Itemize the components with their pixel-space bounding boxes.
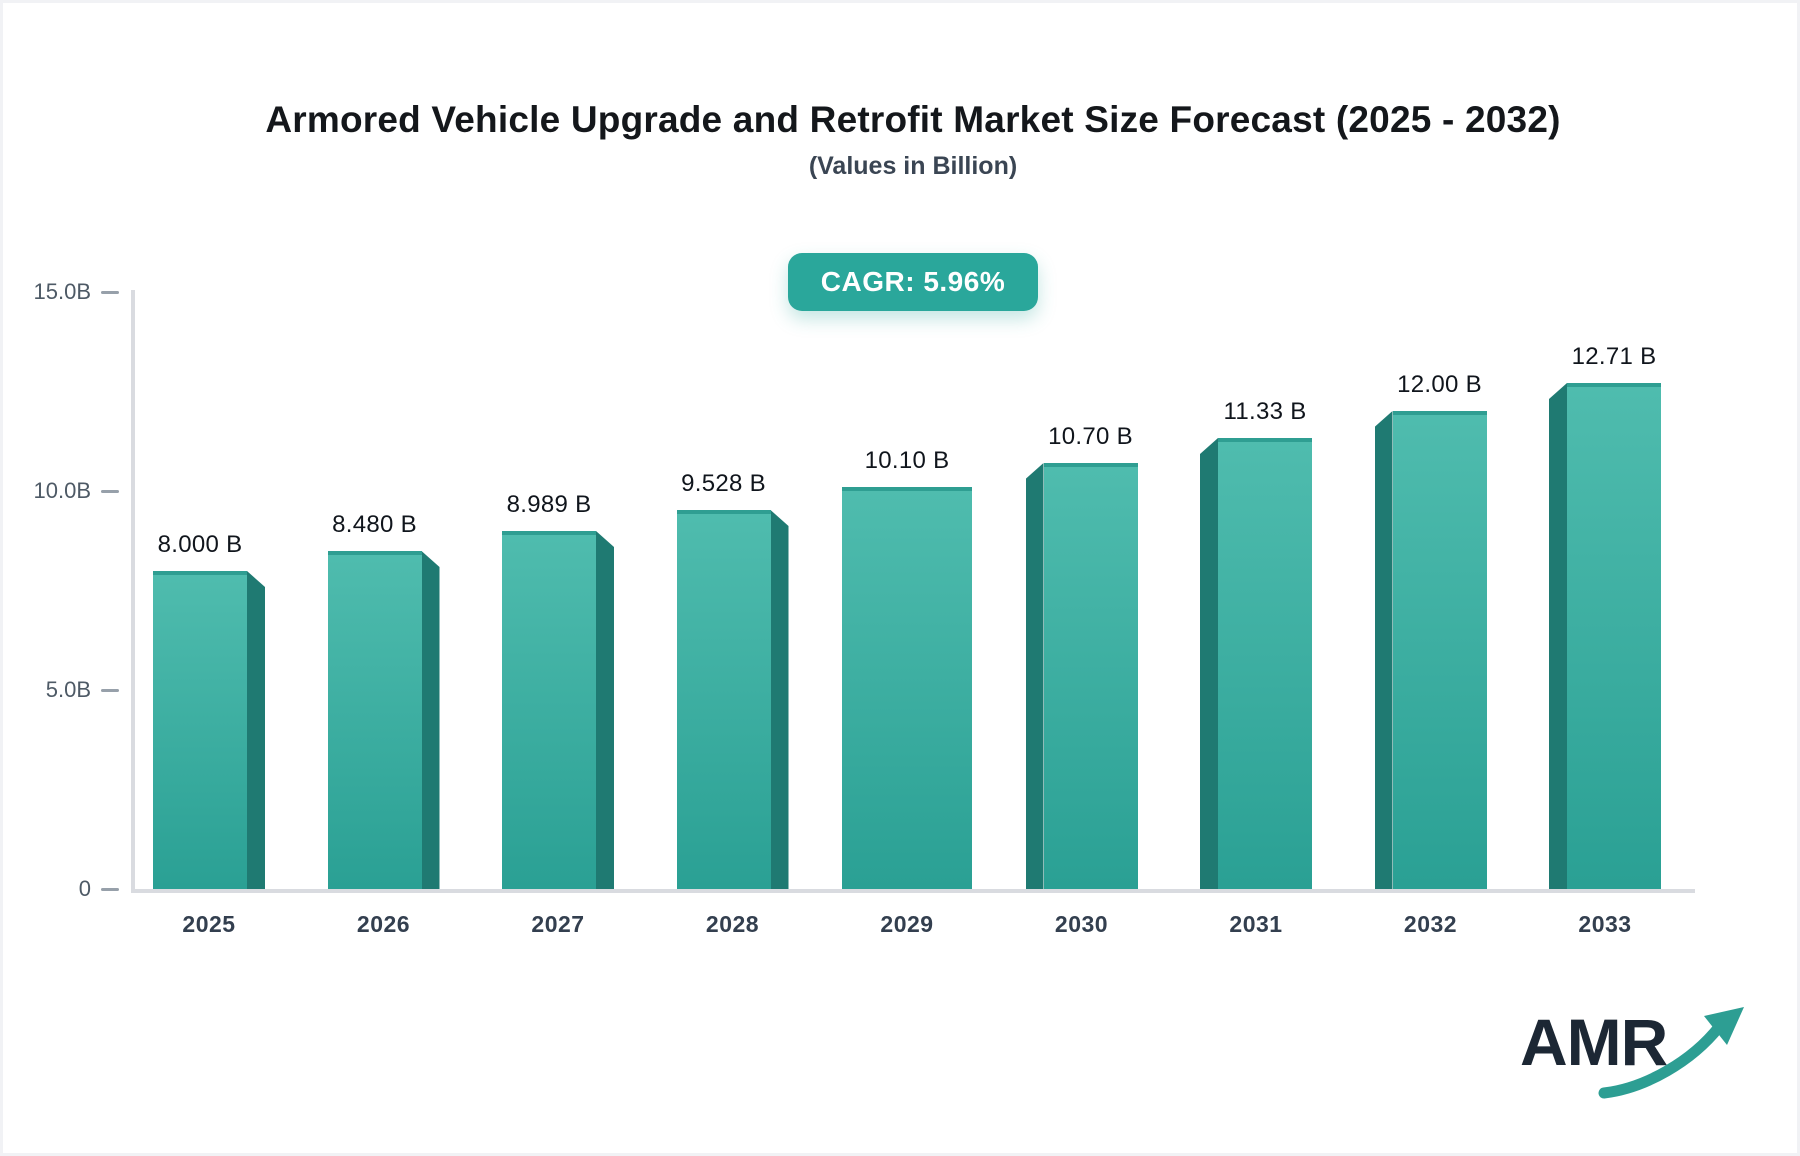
plot-area: 15.0B 10.0B 5.0B 0 8.000 B 2025 8.480 B 2026 8.9…	[3, 3, 1797, 1153]
bar-2033	[1549, 383, 1661, 889]
cagr-badge: CAGR: 5.96%	[788, 253, 1038, 311]
bar-side	[1549, 383, 1567, 889]
bar-2031	[1200, 438, 1312, 889]
bar-face	[842, 487, 972, 889]
y-axis-line	[131, 290, 135, 893]
bar-face	[1392, 411, 1487, 889]
bar-side	[421, 551, 440, 889]
x-axis-label: 2027	[531, 911, 585, 937]
bar-value-label: 10.10 B	[864, 447, 950, 474]
x-axis-label: 2026	[356, 911, 411, 937]
x-axis-label: 2031	[1229, 911, 1283, 937]
y-tick-dash	[101, 689, 119, 692]
y-tick-label: 15.0B	[33, 279, 92, 304]
bar-2028	[676, 510, 789, 889]
x-axis-label: 2033	[1578, 911, 1632, 937]
bar-side	[1374, 411, 1393, 889]
bar-value-label: 12.71 B	[1571, 343, 1657, 370]
bar-value-label: 12.00 B	[1397, 371, 1482, 398]
x-axis-label: 2029	[880, 911, 934, 937]
chart-subtitle: (Values in Billion)	[808, 152, 1018, 180]
bar-side	[1025, 463, 1044, 889]
x-axis-label: 2032	[1403, 911, 1458, 937]
bar-face	[1043, 463, 1138, 889]
amr-logo: AMR	[1520, 1005, 1744, 1099]
y-tick-label: 5.0B	[45, 677, 91, 702]
bar-face	[327, 551, 422, 889]
bar-2026	[327, 551, 440, 889]
bar-value-label: 9.528 B	[681, 470, 766, 497]
bar-side	[596, 531, 614, 889]
bar-value-label: 10.70 B	[1048, 423, 1133, 450]
bar-value-label: 8.989 B	[506, 491, 592, 518]
bar-face	[1218, 438, 1312, 889]
bar-2025	[153, 571, 265, 889]
bar-side	[770, 510, 789, 889]
bar-face	[676, 510, 771, 889]
y-tick-dash	[101, 888, 119, 891]
x-axis-label: 2025	[182, 911, 236, 937]
bar-2027	[502, 531, 614, 889]
bar-2032	[1374, 411, 1487, 889]
bar-side	[247, 571, 265, 889]
x-axis-label: 2030	[1054, 911, 1109, 937]
bar-face	[153, 571, 247, 889]
y-tick-label: 10.0B	[33, 478, 92, 503]
chart-title: Armored Vehicle Upgrade and Retrofit Mar…	[265, 99, 1561, 140]
bar-face	[502, 531, 596, 889]
x-axis-line	[131, 889, 1695, 893]
y-tick-dash	[101, 291, 119, 294]
logo-arrow-icon	[1598, 1007, 1744, 1099]
bar-face	[1567, 383, 1661, 889]
bar-value-label: 8.000 B	[157, 531, 243, 558]
y-tick-label: 0	[78, 876, 91, 901]
bar-value-label: 8.480 B	[332, 511, 417, 538]
bar-side	[1200, 438, 1218, 889]
logo-text: AMR	[1520, 1005, 1668, 1079]
x-axis-label: 2028	[705, 911, 760, 937]
bar-2030	[1025, 463, 1138, 889]
bar-value-label: 11.33 B	[1223, 398, 1307, 425]
bar-2029	[842, 487, 972, 889]
y-tick-dash	[101, 490, 119, 493]
